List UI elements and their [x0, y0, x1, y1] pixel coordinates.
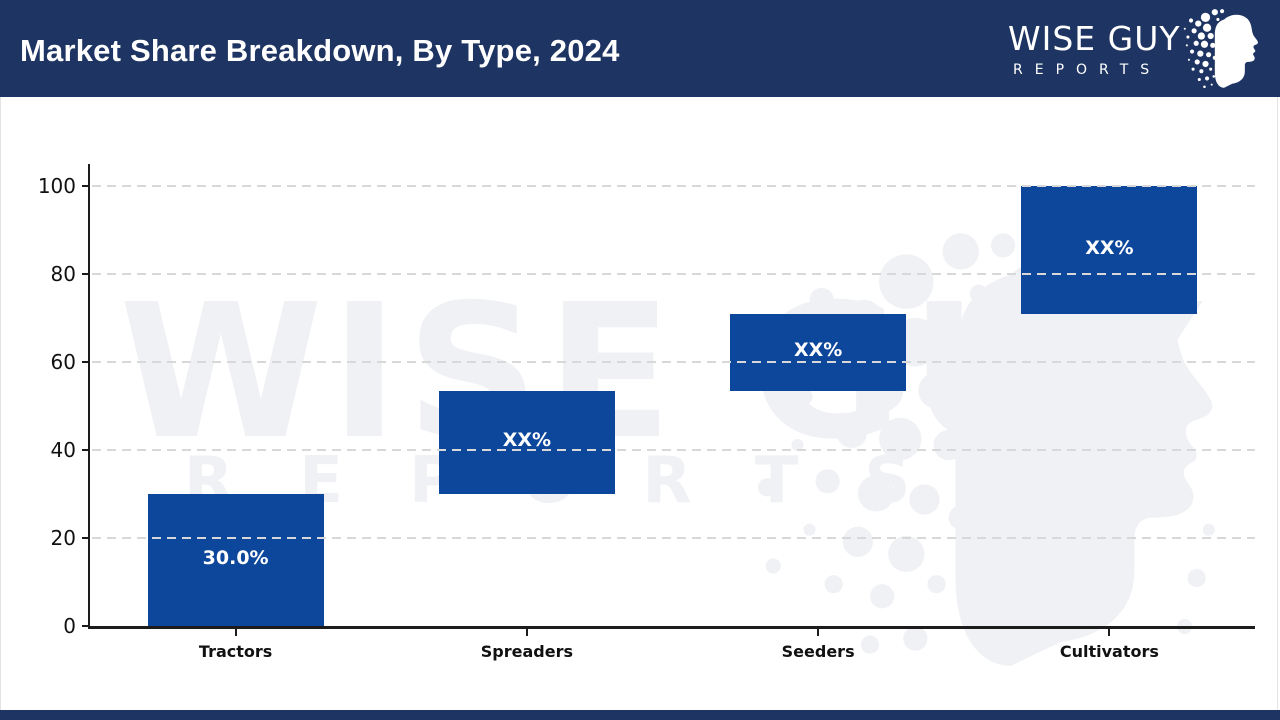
bar-tractors	[147, 494, 324, 626]
y-tick-label-60: 60	[50, 350, 76, 374]
x-axis-spine	[88, 626, 1255, 629]
y-axis-spine	[88, 164, 90, 629]
y-tick-label-20: 20	[50, 526, 76, 550]
x-category-label-cultivators: Cultivators	[1059, 642, 1159, 661]
y-tick-label-0: 0	[63, 614, 76, 638]
y-tick-label-40: 40	[50, 438, 76, 462]
bar-value-label-cultivators: XX%	[1085, 236, 1134, 259]
bar-value-label-spreaders: XX%	[502, 429, 552, 452]
logo-subtitle: REPORTS	[1013, 62, 1162, 78]
logo-face-icon	[1183, 9, 1258, 89]
y-tick-80	[82, 273, 90, 275]
footer-bar	[0, 710, 1280, 720]
bar-cultivators	[1021, 186, 1198, 314]
page-title: Market Share Breakdown, By Type, 2024	[20, 33, 620, 68]
gridline-20	[92, 537, 1255, 539]
x-tick-spreaders	[525, 628, 528, 636]
x-tick-cultivators	[1108, 628, 1111, 636]
x-tick-seeders	[817, 628, 820, 636]
y-tick-40	[82, 449, 90, 451]
x-category-label-tractors: Tractors	[198, 642, 273, 661]
y-tick-20	[82, 537, 90, 539]
y-tick-0	[82, 625, 90, 627]
y-tick-label-100: 100	[37, 174, 76, 198]
gridline-40	[92, 449, 1255, 451]
chart-area: WISE GUY REPORTS 02040608010030.0%XX%XX%…	[0, 97, 1278, 710]
y-tick-label-80: 80	[50, 262, 76, 286]
y-tick-60	[82, 361, 90, 363]
x-category-label-seeders: Seeders	[781, 642, 855, 661]
bar-seeders	[730, 313, 907, 391]
bar-spreaders	[438, 390, 615, 494]
wise-guy-reports-logo: WISE GUY REPORTS	[1008, 5, 1266, 93]
header-bar: Market Share Breakdown, By Type, 2024 WI…	[0, 0, 1280, 97]
bar-value-label-tractors: 30.0%	[202, 547, 269, 569]
x-tick-tractors	[234, 628, 237, 636]
bar-value-label-seeders: XX%	[793, 339, 843, 362]
gridline-80	[92, 273, 1255, 275]
gridline-60	[92, 361, 1255, 363]
y-tick-100	[82, 185, 90, 187]
x-category-label-spreaders: Spreaders	[480, 642, 573, 661]
gridline-100	[92, 185, 1255, 187]
logo-wordmark: WISE GUY	[1008, 19, 1181, 58]
